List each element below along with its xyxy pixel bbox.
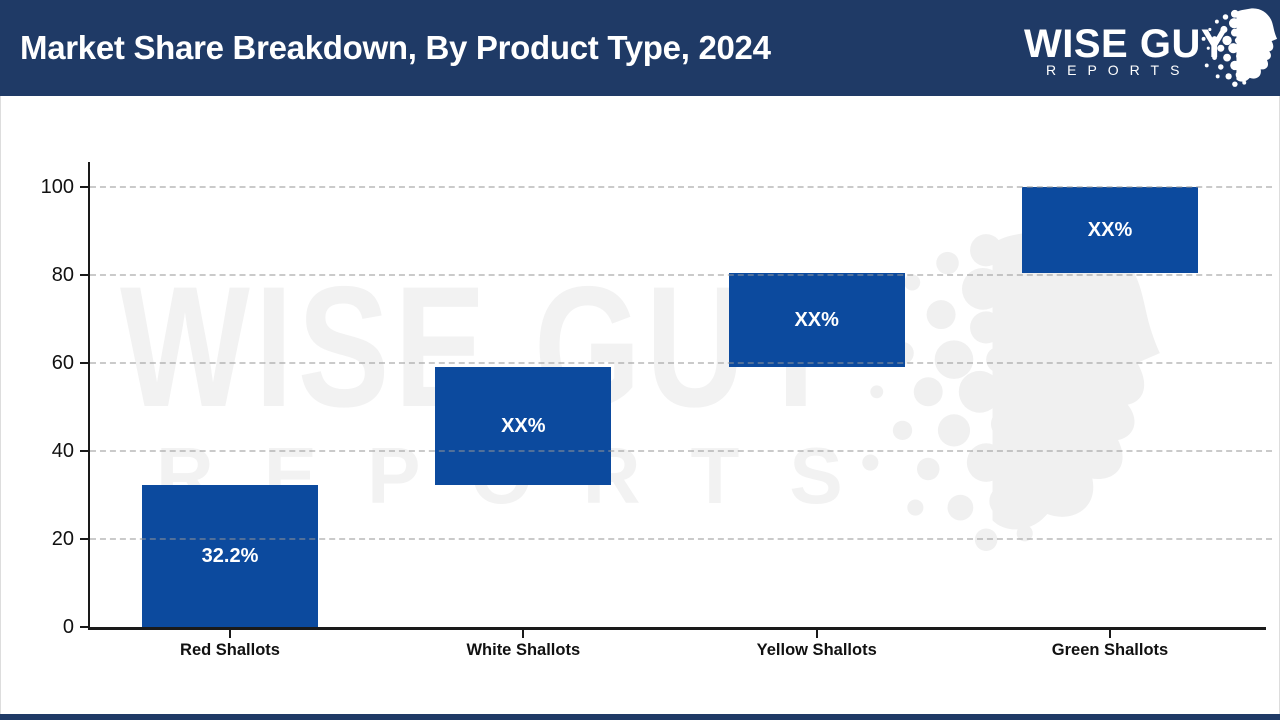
y-tickmark-80 <box>80 274 88 276</box>
footer-band <box>0 714 1280 720</box>
x-category-label-1: Red Shallots <box>180 641 280 659</box>
bar-white-shallots: XX% <box>435 366 612 486</box>
bar-red-shallots: 32.2% <box>142 485 318 627</box>
bar-yellow-shallots: XX% <box>728 273 905 367</box>
bar-green-shallots: XX% <box>1022 187 1198 274</box>
bar-value-label: XX% <box>794 308 839 331</box>
bar-value-label: XX% <box>501 414 546 437</box>
y-tick-label-80: 80 <box>51 264 74 286</box>
x-axis-line <box>88 627 1266 630</box>
brand-logo: WISE GUY REPORTS <box>1024 0 1278 96</box>
bar-value-label: XX% <box>1087 218 1133 241</box>
y-tickmark-20 <box>80 538 88 540</box>
x-tickmark-3 <box>815 630 818 638</box>
x-tickmark-1 <box>229 630 231 638</box>
y-tick-label-20: 20 <box>51 528 74 550</box>
gridline-20 <box>90 538 1272 540</box>
gridline-100 <box>90 186 1272 188</box>
y-tick-label-60: 60 <box>51 352 74 374</box>
y-tickmark-100 <box>80 186 88 188</box>
bar-value-label: 32.2% <box>201 544 259 567</box>
x-tickmark-2 <box>522 630 525 638</box>
x-category-label-2: White Shallots <box>466 641 581 659</box>
gridline-80 <box>90 274 1272 276</box>
chart-title: Market Share Breakdown, By Product Type,… <box>20 29 771 66</box>
x-category-label-4: Green Shallots <box>1051 641 1169 659</box>
y-tick-label-40: 40 <box>51 440 74 462</box>
y-tickmark-0 <box>80 626 88 628</box>
y-tickmark-40 <box>80 450 88 452</box>
x-tickmark-4 <box>1109 630 1111 638</box>
y-tick-label-100: 100 <box>40 176 74 198</box>
logo-sub-text: REPORTS <box>1046 62 1191 78</box>
header-band: Market Share Breakdown, By Product Type,… <box>0 0 1280 96</box>
x-category-label-3: Yellow Shallots <box>756 641 877 659</box>
logo-name-text: WISE GUY <box>1024 22 1229 66</box>
gridline-40 <box>90 450 1272 452</box>
gridline-60 <box>90 362 1272 364</box>
y-tick-label-0: 0 <box>62 616 74 638</box>
y-tickmark-60 <box>80 362 88 364</box>
y-axis-line <box>88 162 90 630</box>
